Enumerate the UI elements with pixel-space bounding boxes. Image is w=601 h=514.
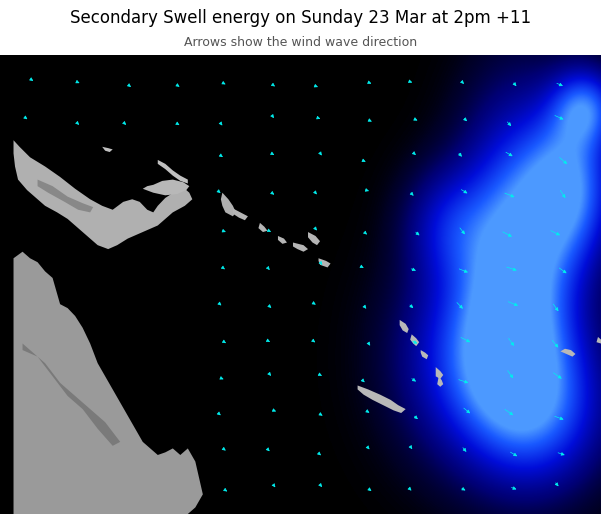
Polygon shape [319,258,331,267]
Polygon shape [14,140,192,249]
Polygon shape [221,193,236,216]
Polygon shape [400,320,409,333]
Polygon shape [358,386,406,413]
Polygon shape [421,350,429,359]
Polygon shape [437,376,444,387]
Polygon shape [410,334,419,346]
Polygon shape [596,337,601,343]
Polygon shape [22,343,120,446]
Polygon shape [308,232,320,245]
Polygon shape [561,349,576,357]
Polygon shape [278,236,287,244]
Polygon shape [233,209,248,220]
Polygon shape [37,179,93,212]
Text: Secondary Swell energy on Sunday 23 Mar at 2pm +11: Secondary Swell energy on Sunday 23 Mar … [70,9,531,27]
Polygon shape [293,243,308,252]
Polygon shape [102,147,113,152]
Text: Arrows show the wind wave direction: Arrows show the wind wave direction [184,36,417,49]
Polygon shape [14,252,203,514]
Polygon shape [158,160,188,183]
Polygon shape [258,223,267,232]
Polygon shape [143,179,189,195]
Polygon shape [436,367,444,379]
